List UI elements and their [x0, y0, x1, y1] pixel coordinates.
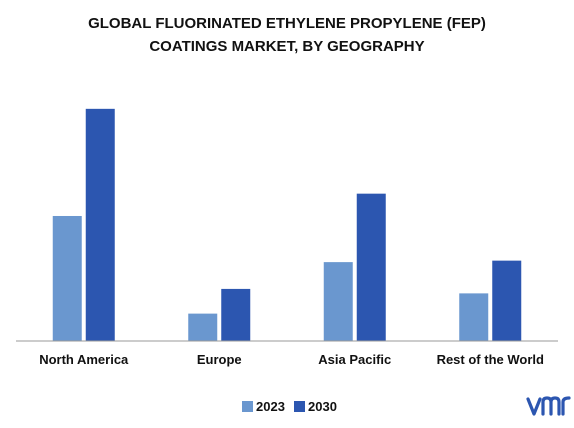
bar-2023-north-america	[52, 215, 82, 341]
chart-title-line-2: COATINGS MARKET, BY GEOGRAPHY	[149, 38, 424, 55]
x-tick-label: Asia Pacific	[318, 352, 391, 367]
bar-2030-asia-pacific	[356, 193, 386, 341]
x-tick-label: North America	[39, 352, 129, 367]
legend-swatch-2023	[242, 401, 253, 412]
vmr-logo-icon	[526, 396, 571, 416]
bar-2030-north-america	[85, 108, 115, 341]
bar-2023-asia-pacific	[323, 262, 353, 341]
bar-2030-europe	[221, 288, 251, 341]
x-tick-labels: North America Europe Asia Pacific Rest of t…	[39, 352, 544, 367]
legend-label-2030: 2030	[308, 399, 337, 414]
legend: 2023 2030	[242, 399, 337, 414]
x-tick-label: Rest of the World	[437, 352, 544, 367]
chart-title-line-1: GLOBAL FLUORINATED ETHYLENE PROPYLENE (F…	[88, 15, 486, 32]
bars-group	[52, 108, 522, 341]
bar-2023-europe	[188, 313, 218, 341]
legend-swatch-2030	[294, 401, 305, 412]
legend-label-2023: 2023	[256, 399, 285, 414]
bar-2030-rest-of-the-world	[492, 260, 522, 341]
x-tick-label: Europe	[197, 352, 242, 367]
bar-2023-rest-of-the-world	[459, 293, 489, 341]
